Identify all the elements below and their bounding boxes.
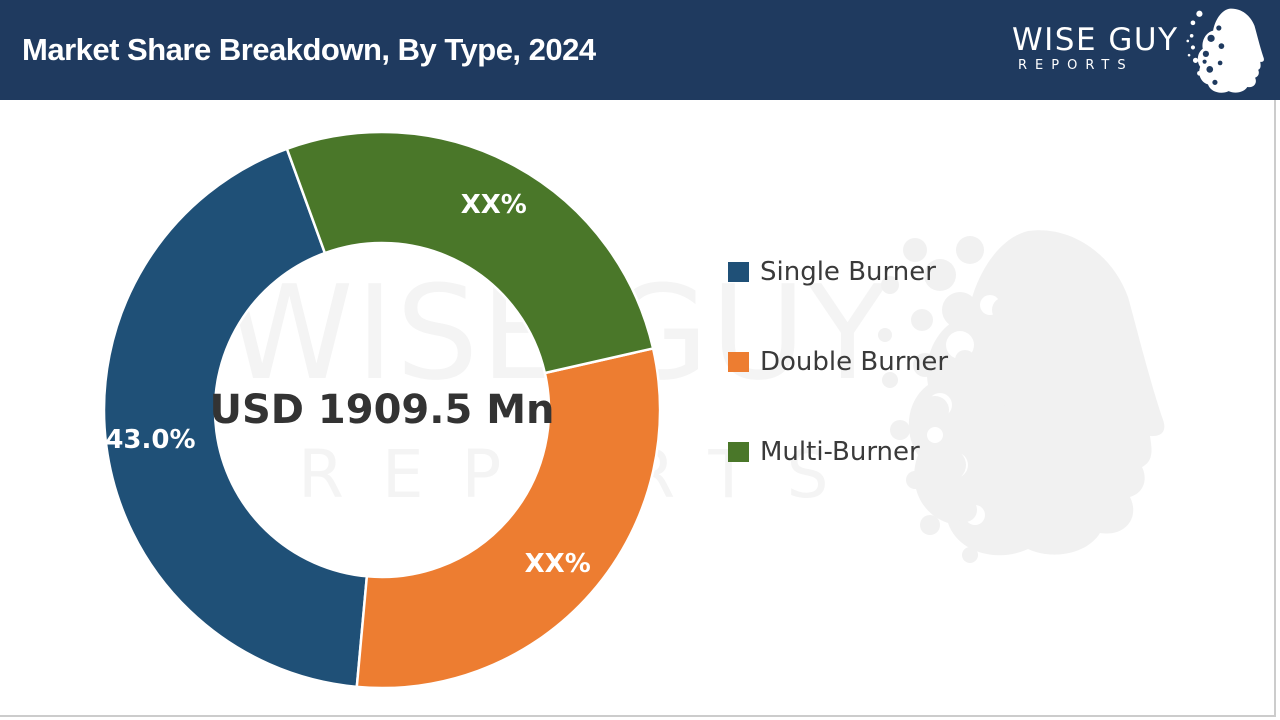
donut-slice-single-burner (102, 147, 369, 689)
legend-swatch-icon (728, 262, 749, 282)
legend-swatch-icon (728, 352, 749, 372)
chart-center-value: USD 1909.5 Mn (209, 387, 555, 433)
legend-item-double-burner: Double Burner (728, 342, 948, 382)
donut-slice-double-burner (355, 347, 662, 690)
legend-item-multi-burner: Multi-Burner (728, 432, 948, 472)
wise-guy-logo: WISE GUY REPORTS (1012, 0, 1264, 100)
legend-label: Single Burner (760, 257, 936, 287)
legend-item-single-burner: Single Burner (728, 252, 948, 292)
logo-head-icon (1186, 8, 1264, 93)
legend-label: Double Burner (760, 347, 949, 377)
slice-percent-label: XX% (525, 549, 591, 579)
legend-swatch-icon (728, 442, 749, 462)
slice-percent-label: XX% (461, 190, 527, 220)
logo-wordmark: WISE GUY (1012, 22, 1179, 58)
legend-label: Multi-Burner (760, 437, 920, 467)
donut-chart: 43.0% XX% XX% (102, 130, 662, 690)
page-title: Market Share Breakdown, By Type, 2024 (22, 32, 596, 67)
chart-legend: Single Burner Double Burner Multi-Burner (728, 252, 948, 522)
watermark-head-icon (878, 230, 1165, 563)
logo-subtext: REPORTS (1018, 58, 1134, 73)
header-bar: Market Share Breakdown, By Type, 2024 WI… (0, 0, 1280, 100)
slice-percent-label: 43.0% (105, 425, 195, 455)
donut-slice-multi-burner (285, 130, 655, 375)
